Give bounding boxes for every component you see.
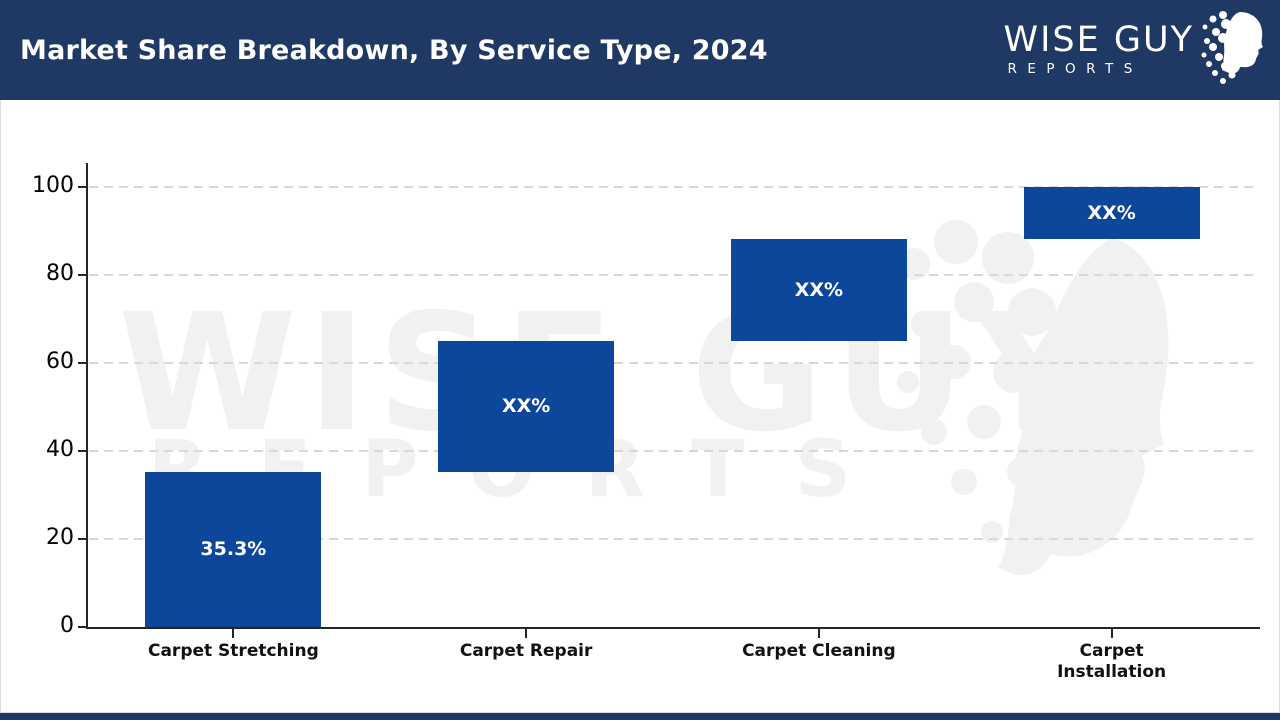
- header-bar: Market Share Breakdown, By Service Type,…: [0, 0, 1280, 100]
- bar-value-label: XX%: [794, 278, 844, 301]
- gridline-40: [89, 450, 1258, 452]
- gridline-60: [89, 362, 1258, 364]
- y-tick-mark: [78, 274, 87, 276]
- x-category-label: Carpet Installation: [1057, 641, 1167, 683]
- y-tick-mark: [78, 186, 87, 188]
- y-tick-label: 0: [60, 613, 74, 638]
- gridline-20: [89, 538, 1258, 540]
- x-axis-line: [86, 627, 1260, 629]
- gridline-100: [89, 186, 1258, 188]
- x-tick-mark: [817, 629, 820, 638]
- y-tick-label: 60: [46, 349, 74, 374]
- x-category-label: Carpet Repair: [459, 641, 593, 661]
- x-category-label: Carpet Cleaning: [742, 641, 896, 661]
- y-tick-mark: [78, 538, 87, 540]
- wiseguy-logo-text: WISE GUY REPORTS: [1003, 20, 1194, 78]
- y-tick-label: 100: [32, 173, 74, 198]
- y-tick-mark: [78, 450, 87, 452]
- bar-value-label: 35.3%: [200, 538, 267, 561]
- x-tick-mark: [1110, 629, 1113, 638]
- x-tick-mark: [525, 629, 528, 638]
- y-tick-label: 40: [46, 437, 74, 462]
- y-tick-mark: [78, 626, 87, 628]
- y-tick-label: 80: [46, 261, 74, 286]
- x-tick-mark: [232, 629, 235, 638]
- y-tick-mark: [78, 362, 87, 364]
- footer-bar: [0, 713, 1280, 720]
- bar-value-label: XX%: [501, 395, 551, 418]
- watermark-face-icon: [897, 220, 1169, 576]
- chart-title: Market Share Breakdown, By Service Type,…: [20, 34, 768, 66]
- wiseguy-logo-name: WISE GUY: [1003, 20, 1194, 60]
- wiseguy-logo-subtitle: REPORTS: [1007, 61, 1143, 77]
- wiseguy-face-icon: [1201, 11, 1263, 84]
- y-axis-line: [86, 163, 88, 629]
- bar-value-label: XX%: [1087, 201, 1136, 224]
- bar-carpet-stretching: 35.3%: [145, 471, 322, 627]
- bar-carpet-cleaning: XX%: [730, 238, 907, 341]
- wiseguy-logo: WISE GUY REPORTS: [1003, 11, 1280, 89]
- bar-carpet-installation: XX%: [1023, 187, 1200, 239]
- y-tick-label: 20: [46, 525, 74, 550]
- bar-carpet-repair: XX%: [438, 341, 615, 472]
- x-category-label: Carpet Stretching: [147, 641, 319, 661]
- gridline-80: [89, 274, 1258, 276]
